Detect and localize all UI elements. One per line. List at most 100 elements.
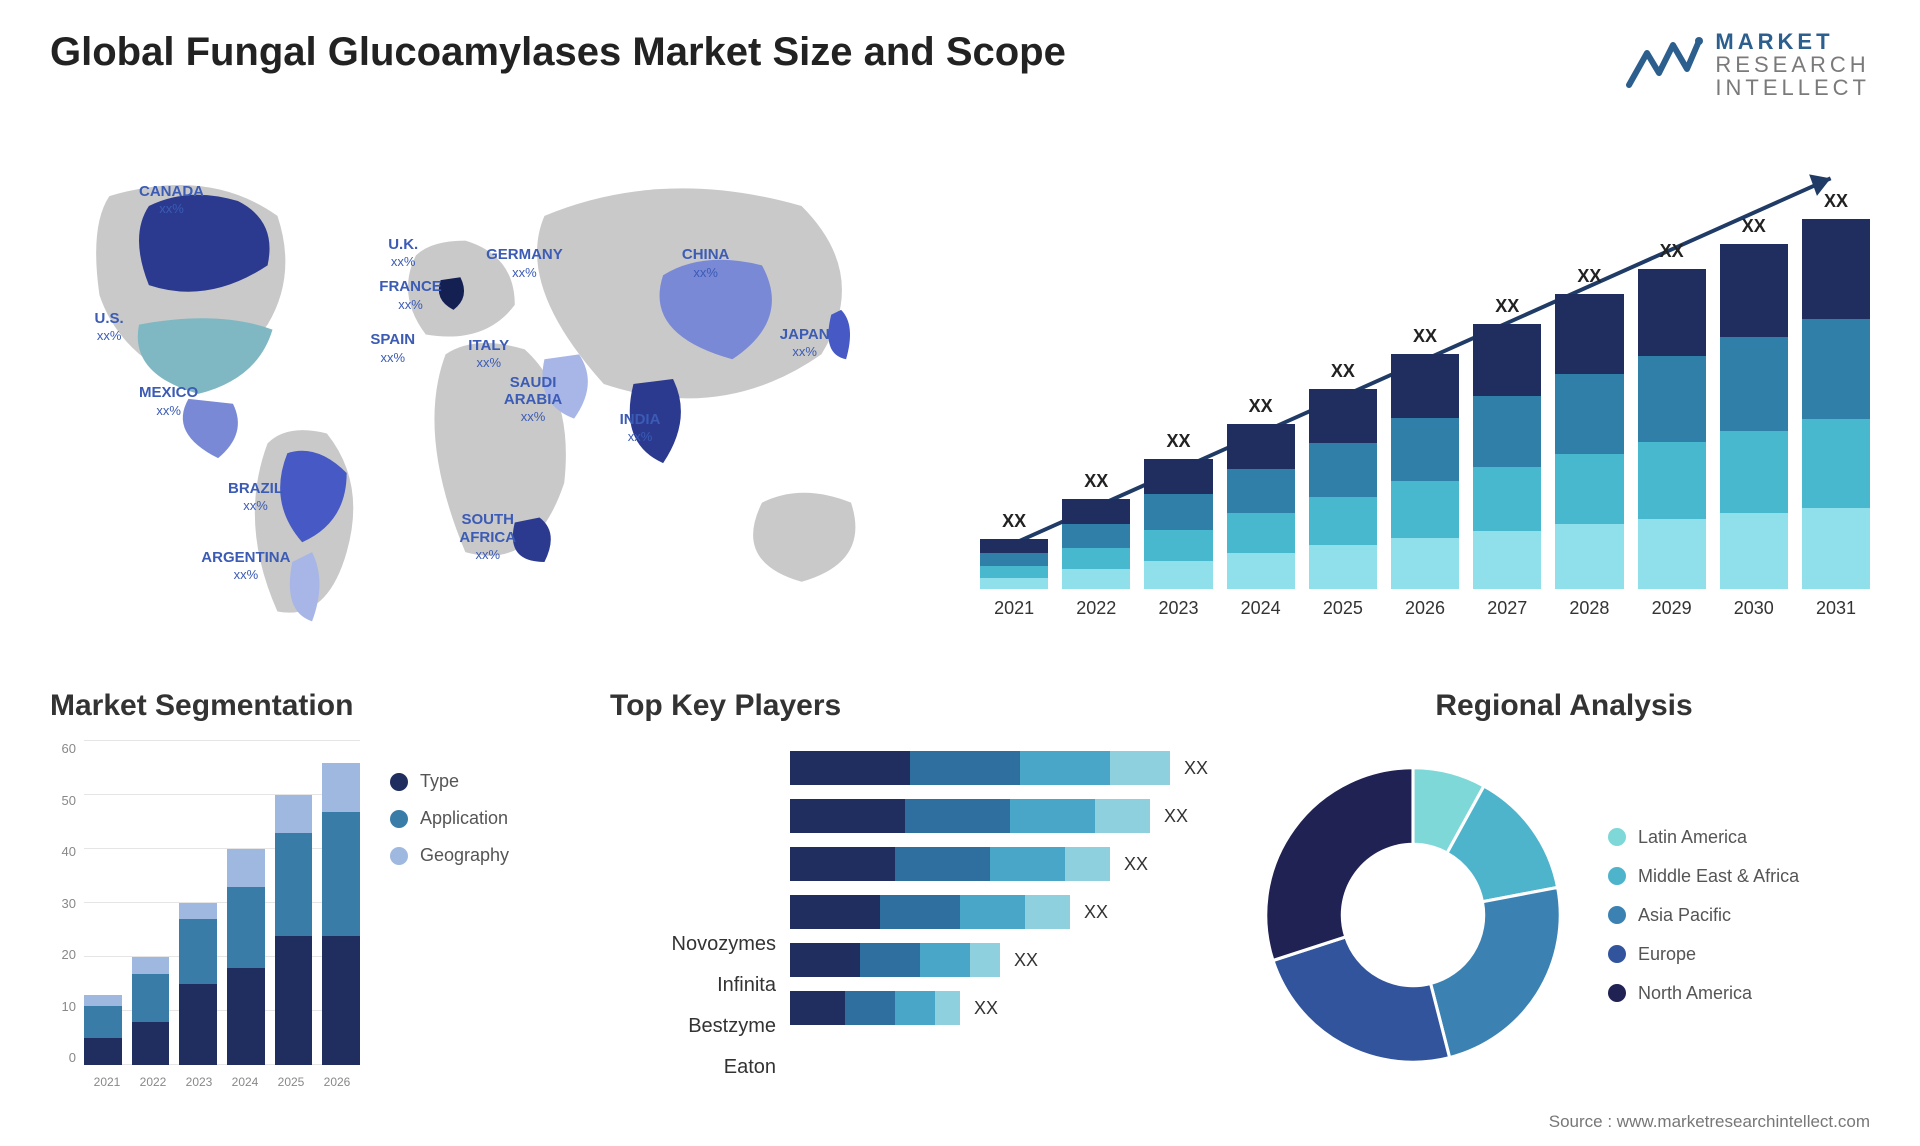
page-title: Global Fungal Glucoamylases Market Size … <box>50 30 1066 75</box>
country-label: MEXICOxx% <box>139 384 198 419</box>
keyplayer-label: Bestzyme <box>610 1015 790 1038</box>
keyplayer-bar: XX <box>790 799 1208 833</box>
logo-line3: INTELLECT <box>1715 76 1870 99</box>
seg-x-label: 2026 <box>314 1075 360 1089</box>
keyplayers-panel: Top Key Players Novozymes Infinita Bestzym… <box>610 689 1208 1089</box>
keyplayers-title: Top Key Players <box>610 689 1208 723</box>
seg-bar <box>275 795 313 1065</box>
seg-bar <box>132 957 170 1065</box>
keyplayer-value: XX <box>1124 854 1148 875</box>
country-label: CANADAxx% <box>139 183 204 218</box>
growth-bar-value: XX <box>1413 326 1437 347</box>
keyplayers-chart: XXXXXXXXXXXX <box>790 751 1208 1089</box>
country-label: JAPANxx% <box>780 326 830 361</box>
segmentation-panel: Market Segmentation 0102030405060 202120… <box>50 689 560 1089</box>
legend-item: Europe <box>1608 944 1799 965</box>
keyplayer-label: Infinita <box>610 974 790 997</box>
growth-bar-value: XX <box>1002 511 1026 532</box>
growth-bar-value: XX <box>1084 471 1108 492</box>
growth-bar: XX <box>1638 269 1706 589</box>
keyplayer-label: Eaton <box>610 1056 790 1079</box>
legend-item: North America <box>1608 983 1799 1004</box>
growth-x-label: 2022 <box>1062 598 1130 619</box>
keyplayer-bar: XX <box>790 751 1208 785</box>
country-label: ARGENTINAxx% <box>201 549 290 584</box>
segmentation-title: Market Segmentation <box>50 689 560 723</box>
keyplayer-bar: XX <box>790 991 1208 1025</box>
growth-bar-value: XX <box>1166 431 1190 452</box>
growth-bar: XX <box>980 539 1048 589</box>
growth-x-label: 2025 <box>1309 598 1377 619</box>
growth-bar: XX <box>1802 219 1870 589</box>
seg-y-tick: 20 <box>50 947 82 962</box>
growth-x-label: 2029 <box>1638 598 1706 619</box>
growth-bar: XX <box>1309 389 1377 589</box>
keyplayer-bar: XX <box>790 847 1208 881</box>
seg-x-label: 2023 <box>176 1075 222 1089</box>
seg-x-label: 2022 <box>130 1075 176 1089</box>
growth-x-label: 2030 <box>1720 598 1788 619</box>
keyplayer-label: Novozymes <box>610 933 790 956</box>
regional-donut-chart <box>1258 760 1568 1070</box>
growth-x-label: 2027 <box>1473 598 1541 619</box>
country-label: BRAZILxx% <box>228 480 283 515</box>
world-map: CANADAxx% U.S.xx% MEXICOxx% BRAZILxx% ARGENT… <box>50 119 940 649</box>
growth-bar: XX <box>1473 324 1541 589</box>
seg-y-tick: 0 <box>50 1050 82 1065</box>
country-label: U.K.xx% <box>388 236 418 271</box>
seg-y-tick: 60 <box>50 741 82 756</box>
seg-x-label: 2024 <box>222 1075 268 1089</box>
source-credit: Source : www.marketresearchintellect.com <box>1549 1112 1870 1132</box>
growth-bar: XX <box>1391 354 1459 589</box>
growth-x-label: 2026 <box>1391 598 1459 619</box>
seg-bar <box>322 763 360 1065</box>
segmentation-chart: 0102030405060 202120222023202420252026 <box>50 741 360 1089</box>
logo-line2: RESEARCH <box>1715 53 1870 76</box>
growth-x-label: 2024 <box>1227 598 1295 619</box>
keyplayers-labels: Novozymes Infinita Bestzyme Eaton <box>610 751 790 1089</box>
keyplayer-value: XX <box>1084 902 1108 923</box>
growth-bar-value: XX <box>1577 266 1601 287</box>
seg-x-label: 2021 <box>84 1075 130 1089</box>
keyplayer-value: XX <box>1184 758 1208 779</box>
keyplayer-value: XX <box>974 998 998 1019</box>
growth-bar-value: XX <box>1495 296 1519 317</box>
growth-bar-value: XX <box>1824 191 1848 212</box>
keyplayer-bar: XX <box>790 895 1208 929</box>
growth-chart: XXXXXXXXXXXXXXXXXXXXXX 20212022202320242… <box>980 119 1870 649</box>
regional-legend: Latin America Middle East & Africa Asia Pa… <box>1608 827 1799 1004</box>
country-label: GERMANYxx% <box>486 246 563 281</box>
keyplayer-value: XX <box>1164 806 1188 827</box>
growth-bar-value: XX <box>1331 361 1355 382</box>
growth-bar: XX <box>1062 499 1130 589</box>
segmentation-legend: TypeApplicationGeography <box>390 741 560 1089</box>
seg-x-label: 2025 <box>268 1075 314 1089</box>
growth-bar-value: XX <box>1249 396 1273 417</box>
country-label: SPAINxx% <box>370 331 415 366</box>
seg-y-tick: 10 <box>50 999 82 1014</box>
country-label: U.S.xx% <box>95 310 124 345</box>
seg-y-tick: 40 <box>50 844 82 859</box>
seg-bar <box>179 903 217 1065</box>
legend-item: Asia Pacific <box>1608 905 1799 926</box>
country-label: SAUDIARABIAxx% <box>504 374 562 426</box>
seg-y-tick: 50 <box>50 793 82 808</box>
growth-x-label: 2023 <box>1144 598 1212 619</box>
legend-item: Type <box>390 771 560 792</box>
logo-line1: MARKET <box>1715 30 1870 53</box>
seg-bar <box>84 995 122 1065</box>
logo-mark-icon <box>1625 35 1703 95</box>
legend-item: Latin America <box>1608 827 1799 848</box>
regional-title: Regional Analysis <box>1258 689 1870 723</box>
legend-item: Middle East & Africa <box>1608 866 1799 887</box>
legend-item: Geography <box>390 845 560 866</box>
country-label: ITALYxx% <box>468 337 509 372</box>
growth-bar: XX <box>1555 294 1623 589</box>
growth-bar: XX <box>1227 424 1295 589</box>
growth-bar: XX <box>1720 244 1788 589</box>
growth-bar: XX <box>1144 459 1212 589</box>
country-label: INDIAxx% <box>620 411 661 446</box>
country-label: FRANCExx% <box>379 278 442 313</box>
growth-x-label: 2028 <box>1555 598 1623 619</box>
growth-bar-value: XX <box>1742 216 1766 237</box>
